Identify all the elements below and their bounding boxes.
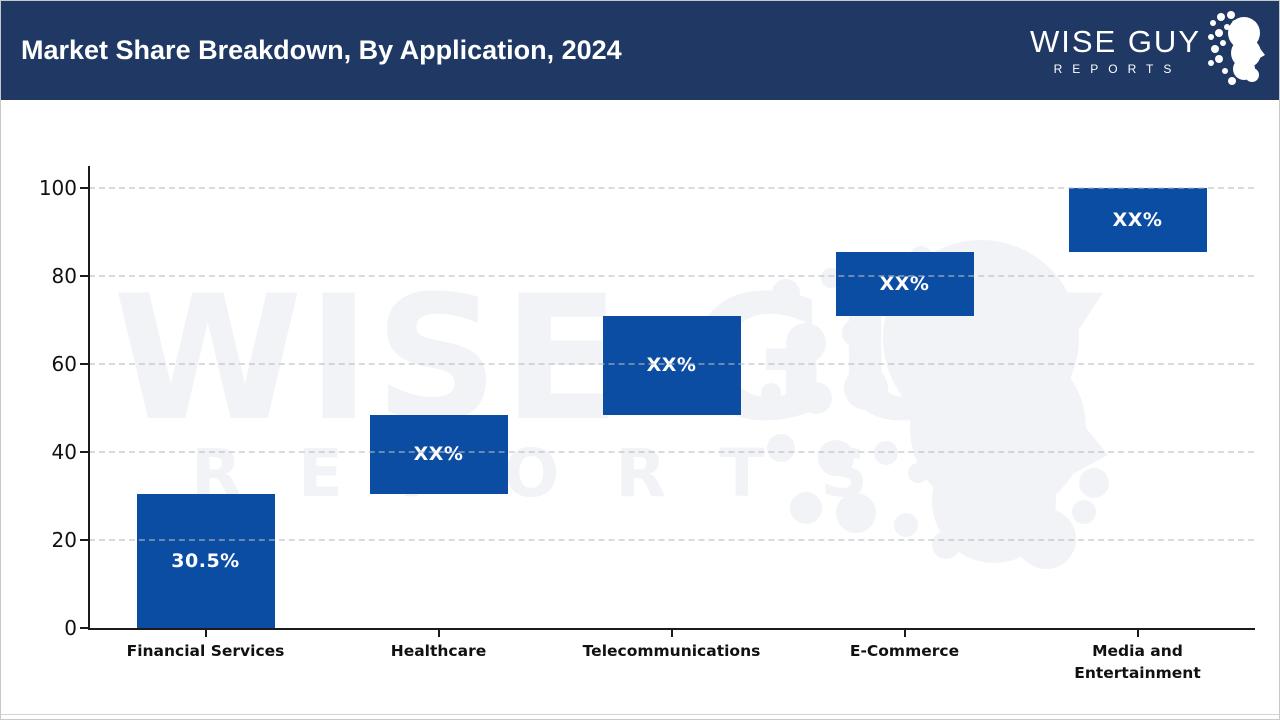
gridline	[89, 539, 1254, 541]
brand-logo: WISE GUY REPORTS	[1030, 1, 1267, 100]
page-title: Market Share Breakdown, By Application, …	[21, 35, 622, 65]
y-tick-label: 80	[51, 264, 77, 288]
bar: XX%	[835, 251, 974, 316]
logo-head-icon	[1208, 10, 1265, 85]
bar: XX%	[1068, 188, 1207, 252]
logo-wordmark: WISE GUY	[1029, 23, 1201, 59]
x-tick-mark	[670, 630, 673, 637]
y-tick-mark	[80, 363, 88, 365]
x-axis-line	[88, 628, 1255, 630]
x-category-label: E-Commerce	[849, 642, 960, 660]
gridline	[89, 275, 1254, 277]
y-tick-label: 40	[51, 440, 77, 464]
x-tick-mark	[903, 630, 906, 637]
y-tick-mark	[80, 275, 88, 277]
x-category-label: Telecommunications	[582, 642, 761, 660]
gridline	[89, 451, 1254, 453]
gridline	[89, 187, 1254, 189]
y-tick-label: 100	[38, 176, 77, 200]
x-category-label: Financial Services	[126, 642, 285, 660]
x-tick-mark	[1136, 630, 1139, 637]
x-category-label: Media and Entertainment	[1074, 642, 1201, 682]
bar: 30.5%	[136, 493, 275, 628]
y-tick-label: 0	[64, 616, 77, 640]
bar-value-label: 30.5%	[171, 549, 240, 572]
footer-divider	[1, 714, 1279, 715]
y-tick-mark	[80, 627, 88, 629]
y-tick-mark	[80, 539, 88, 541]
x-tick-mark	[204, 630, 207, 637]
y-tick-label: 20	[51, 528, 77, 552]
bar: XX%	[369, 414, 508, 494]
y-tick-mark	[80, 451, 88, 453]
x-category-label: Healthcare	[390, 642, 487, 660]
bar-value-label: XX%	[879, 272, 930, 295]
y-axis-line	[88, 166, 90, 630]
gridline	[89, 363, 1254, 365]
bar-value-label: XX%	[413, 443, 464, 466]
y-tick-label: 60	[51, 352, 77, 376]
bar-value-label: XX%	[1112, 208, 1163, 231]
bar: XX%	[602, 315, 741, 415]
x-tick-mark	[437, 630, 440, 637]
bar-value-label: XX%	[646, 354, 697, 377]
logo-subtext: REPORTS	[1053, 61, 1182, 76]
y-tick-mark	[80, 187, 88, 189]
header-bar: Market Share Breakdown, By Application, …	[1, 1, 1279, 100]
